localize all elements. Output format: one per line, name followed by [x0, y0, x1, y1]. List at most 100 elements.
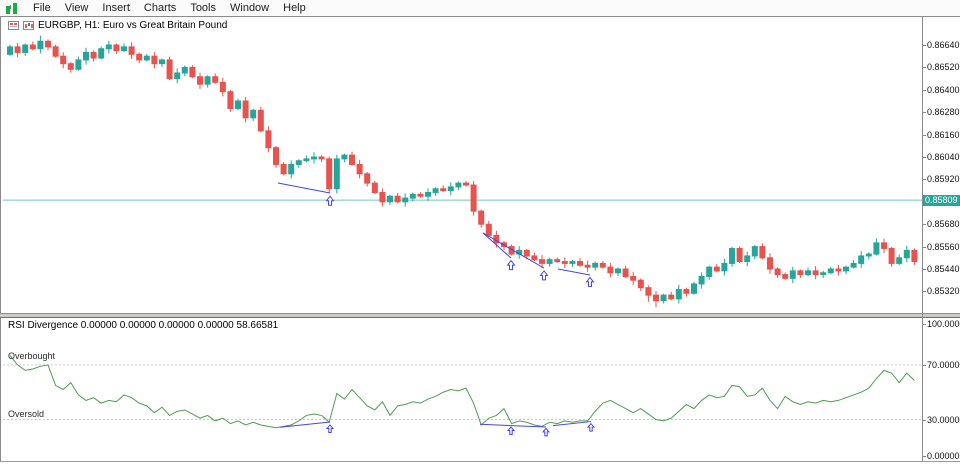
candlestick	[349, 151, 355, 166]
chart-window	[0, 16, 960, 462]
menu-item-tools[interactable]: Tools	[190, 2, 216, 14]
candlestick	[265, 126, 272, 153]
divergence-trendline[interactable]	[482, 232, 545, 269]
candlestick	[485, 220, 492, 237]
candlestick	[128, 42, 135, 60]
price-axis-label: 0.86520	[927, 62, 960, 72]
candlestick	[683, 287, 690, 297]
price-axis-label: 0.85680	[927, 219, 960, 229]
price-axis-label-tick	[922, 291, 926, 292]
candlestick	[865, 252, 872, 260]
candlestick	[691, 281, 697, 295]
candlestick	[280, 162, 287, 176]
menu-item-file[interactable]: File	[33, 2, 51, 14]
divergence-trendline[interactable]	[482, 232, 512, 259]
candlestick	[143, 53, 150, 62]
menu-item-help[interactable]: Help	[283, 2, 306, 14]
rsi-divergence-trendline[interactable]	[552, 421, 592, 427]
price-axis-label: 0.85560	[927, 242, 960, 252]
candlestick	[736, 246, 743, 264]
candlestick	[645, 285, 652, 302]
candlestick	[197, 72, 203, 89]
candlestick	[136, 52, 143, 64]
candlestick	[273, 145, 279, 168]
candlestick	[151, 52, 158, 69]
candlestick	[668, 291, 675, 301]
candlestick	[75, 56, 82, 71]
candlestick	[751, 245, 758, 260]
candlestick	[432, 187, 439, 196]
candlestick	[713, 263, 720, 273]
price-axis-label: 0.86040	[927, 152, 960, 162]
candlestick	[561, 257, 568, 269]
candlestick	[706, 265, 713, 280]
price-axis-label-tick	[922, 247, 926, 248]
candlestick	[402, 193, 409, 207]
candlestick	[637, 278, 644, 292]
candlestick	[577, 258, 583, 267]
menu-item-view[interactable]: View	[64, 2, 89, 14]
candlestick	[37, 35, 44, 54]
candlestick	[584, 260, 591, 272]
divergence-trendline[interactable]	[557, 268, 591, 276]
candlestick	[873, 238, 880, 256]
candlestick	[394, 192, 401, 204]
candlestick	[767, 253, 773, 274]
rsi-axis-label: 70.00000	[927, 360, 960, 370]
chart-header: EURGBP, H1: Euro vs Great Britain Pound	[8, 20, 227, 31]
buy-signal-arrow-icon	[585, 276, 595, 287]
candlestick	[379, 188, 386, 207]
candlestick	[204, 75, 211, 88]
rsi-axis-label: 30.00000	[927, 415, 960, 425]
rsi-line	[9, 355, 915, 429]
candlestick	[250, 108, 257, 122]
divergence-trendline[interactable]	[277, 182, 331, 194]
candlestick	[843, 265, 849, 275]
candlestick	[896, 254, 903, 265]
rsi-divergence-trendline[interactable]	[479, 423, 547, 428]
price-axis-label-tick	[922, 112, 926, 113]
symbol-list-icon[interactable]	[8, 21, 19, 30]
rsi-divergence-trendline[interactable]	[279, 421, 331, 428]
candlestick	[660, 293, 667, 304]
candlestick	[98, 46, 105, 60]
price-axis-label-tick	[922, 90, 926, 91]
indicator-title: RSI Divergence 0.00000 0.00000 0.00000 0…	[8, 320, 279, 331]
overbought-label: Overbought	[8, 351, 56, 361]
bar-chart-icon[interactable]	[23, 21, 34, 30]
rsi-signal-arrow-icon	[325, 424, 335, 433]
candlestick	[599, 261, 606, 269]
rsi-axis-label-tick	[922, 324, 926, 325]
candlestick	[121, 43, 127, 53]
candlestick	[554, 257, 561, 264]
candlestick	[387, 194, 393, 206]
candlestick	[531, 252, 538, 262]
candlestick	[835, 264, 842, 276]
candlestick	[67, 62, 74, 73]
candlestick	[181, 65, 188, 77]
candlestick	[805, 267, 811, 277]
price-axis-label-tick	[922, 224, 926, 225]
menu-item-charts[interactable]: Charts	[143, 2, 177, 14]
candlestick	[622, 265, 629, 278]
rsi-axis-label-tick	[922, 365, 926, 366]
rsi-signal-arrow-icon	[586, 422, 596, 432]
candlestick	[189, 65, 196, 79]
candlestick	[341, 153, 348, 163]
price-chart-canvas[interactable]	[3, 17, 922, 313]
candlestick	[911, 248, 918, 265]
panel-splitter[interactable]	[0, 313, 960, 318]
candlestick	[820, 270, 827, 278]
candlestick	[333, 154, 340, 194]
candlestick	[295, 159, 302, 168]
candlestick	[827, 266, 834, 275]
candlestick	[744, 251, 751, 267]
price-axis-label-tick	[922, 157, 926, 158]
menu-item-insert[interactable]: Insert	[102, 2, 130, 14]
candlestick	[881, 238, 887, 254]
rsi-indicator-canvas[interactable]	[3, 318, 922, 461]
candlestick	[425, 188, 431, 201]
price-axis-label-tick	[922, 269, 926, 270]
menu-item-window[interactable]: Window	[230, 2, 270, 14]
candlestick	[630, 271, 637, 285]
